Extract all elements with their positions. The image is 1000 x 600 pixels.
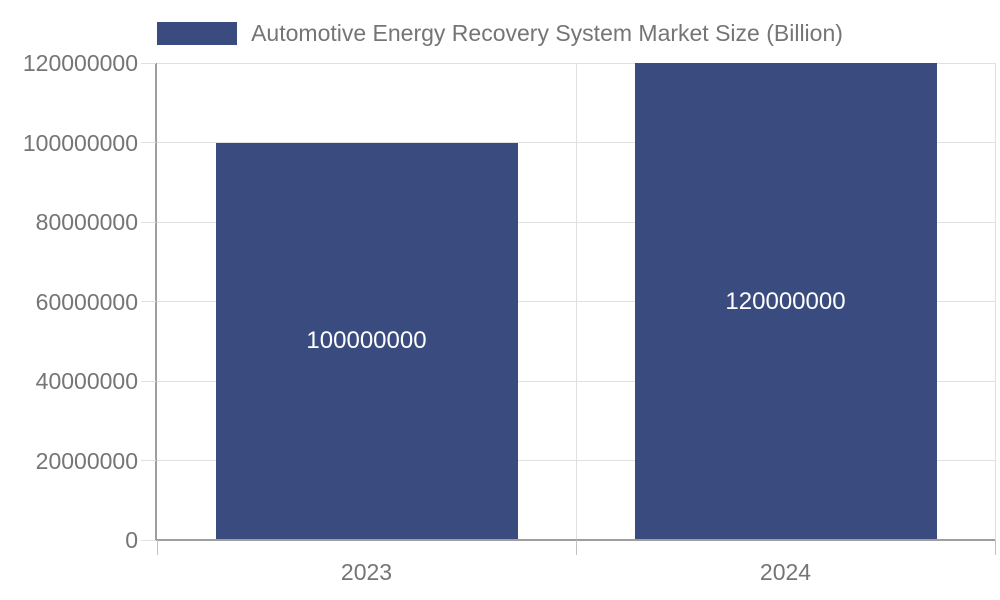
- legend-label: Automotive Energy Recovery System Market…: [251, 19, 843, 46]
- x-tick: [994, 540, 996, 555]
- x-tick-label: 2024: [759, 559, 812, 585]
- y-tick: [141, 142, 156, 143]
- y-tick-label: 60000000: [35, 288, 138, 315]
- bar-value-label: 120000000: [725, 287, 846, 315]
- y-tick-label: 120000000: [22, 50, 138, 76]
- y-tick: [141, 221, 156, 223]
- y-tick: [141, 380, 156, 382]
- x-tick-label: 2023: [340, 559, 393, 585]
- plot-area: 100000000 120000000: [157, 62, 996, 540]
- y-tick-label: 20000000: [35, 447, 138, 474]
- bar-2023: [215, 142, 518, 540]
- legend[interactable]: Automotive Energy Recovery System Market…: [0, 11, 1000, 55]
- y-axis-line: [155, 63, 157, 540]
- y-tick: [141, 539, 156, 541]
- y-tick-label: 40000000: [35, 368, 138, 394]
- x-gridline: [994, 63, 996, 540]
- x-gridline: [575, 63, 577, 540]
- bar-value-label: 100000000: [306, 327, 427, 355]
- y-tick-label: 0: [125, 527, 138, 553]
- y-tick: [141, 460, 156, 461]
- x-tick: [575, 540, 577, 555]
- y-tick-label: 100000000: [22, 129, 138, 156]
- y-tick: [141, 301, 156, 302]
- x-tick: [156, 540, 158, 555]
- legend-swatch: [157, 21, 238, 45]
- y-tick-label: 80000000: [35, 209, 138, 235]
- y-tick: [141, 62, 156, 64]
- bar-2024: [634, 63, 937, 540]
